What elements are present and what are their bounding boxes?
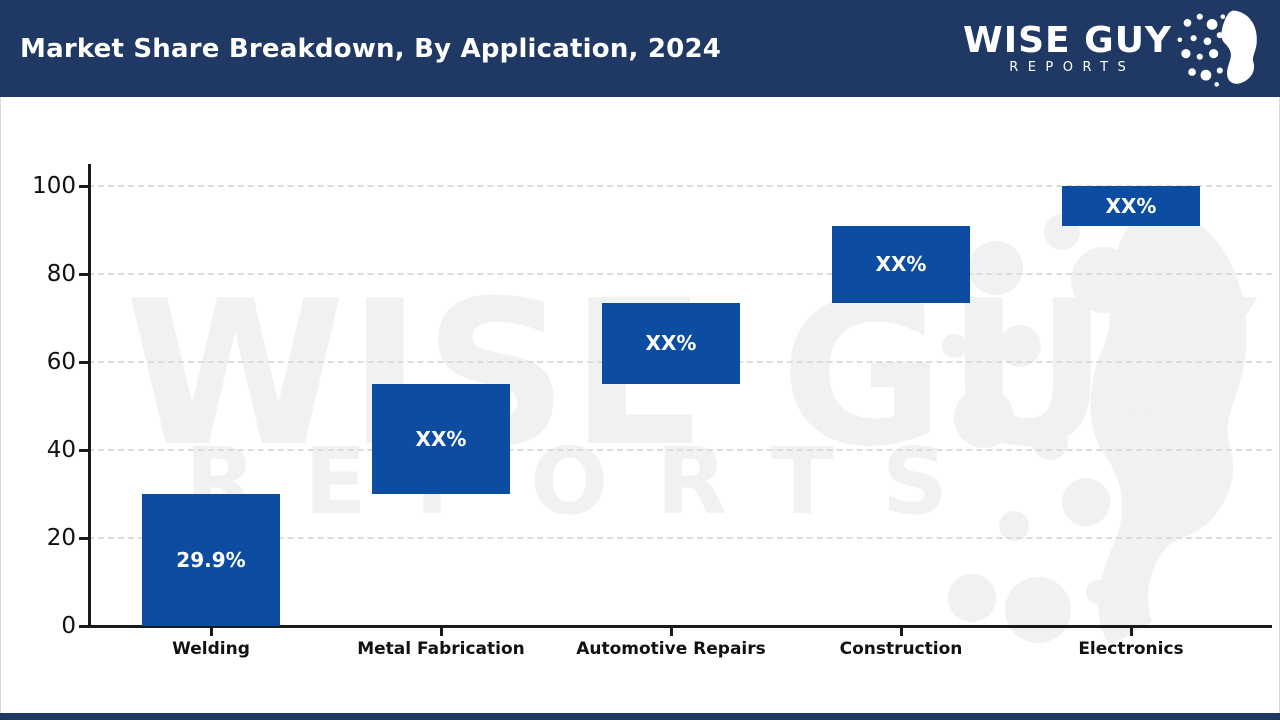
x-tick-1 (440, 627, 443, 636)
gridline-80 (88, 273, 1272, 275)
x-tick-2 (670, 627, 673, 636)
gridline-20 (88, 537, 1272, 539)
x-category-label: Metal Fabrication (357, 639, 525, 659)
y-tick-label-80: 80 (46, 261, 76, 287)
y-tick-80 (79, 273, 88, 276)
x-tick-0 (210, 627, 213, 636)
gridline-40 (88, 449, 1272, 451)
bar-value-label: XX% (645, 331, 697, 356)
y-tick-label-0: 0 (61, 613, 76, 639)
y-tick-label-60: 60 (46, 349, 76, 375)
logo-reports-text: REPORTS (1009, 59, 1136, 75)
y-tick-label-100: 100 (32, 173, 76, 199)
y-tick-label-40: 40 (46, 437, 76, 463)
bar-value-label: XX% (1105, 193, 1157, 218)
x-axis-line (88, 625, 1272, 628)
page-title: Market Share Breakdown, By Application, … (20, 33, 722, 64)
y-tick-0 (79, 625, 88, 628)
x-tick-4 (1130, 627, 1133, 636)
logo-text: WISE GUY REPORTS (963, 22, 1172, 75)
y-tick-label-20: 20 (46, 525, 76, 551)
bar-value-label: XX% (875, 252, 927, 277)
footer-bar (0, 713, 1280, 720)
y-tick-40 (79, 449, 88, 452)
bar-value-label: XX% (415, 427, 467, 452)
logo-head-icon (1177, 10, 1257, 87)
x-tick-3 (900, 627, 903, 636)
y-axis-line (88, 164, 91, 628)
bar-welding: 29.9% (142, 494, 280, 626)
gridline-100 (88, 185, 1272, 187)
header-bar: Market Share Breakdown, By Application, … (0, 0, 1280, 97)
x-category-label: Electronics (1078, 639, 1184, 659)
y-tick-20 (79, 537, 88, 540)
wise-guy-reports-logo: WISE GUY REPORTS (963, 9, 1262, 89)
y-tick-100 (79, 185, 88, 188)
bar-automotive-repairs: XX% (602, 302, 740, 384)
x-category-label: Construction (839, 639, 963, 659)
bar-metal-fabrication: XX% (372, 384, 510, 495)
x-category-label: Welding (172, 639, 250, 659)
logo-wiseguy-text: WISE GUY (962, 20, 1172, 62)
x-category-label: Automotive Repairs (576, 639, 766, 659)
bar-construction: XX% (832, 225, 970, 303)
bar-value-label: 29.9% (176, 548, 246, 573)
y-tick-60 (79, 361, 88, 364)
bar-electronics: XX% (1062, 186, 1200, 226)
